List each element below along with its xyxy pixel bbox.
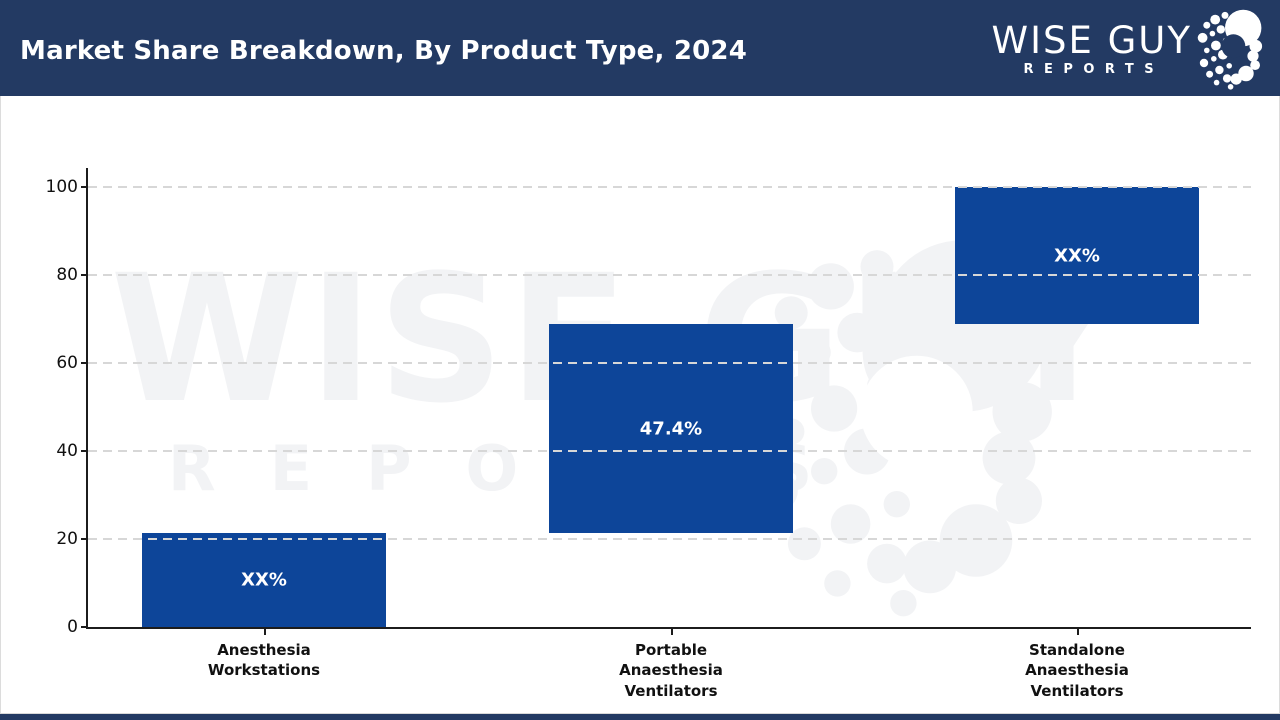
logo-head-icon bbox=[1197, 9, 1263, 90]
y-tick-label-100: 100 bbox=[45, 177, 78, 197]
x-tick-mark-1 bbox=[264, 629, 266, 635]
y-tick-mark-60 bbox=[81, 362, 88, 364]
y-tick-label-80: 80 bbox=[56, 265, 78, 285]
gridline-100 bbox=[88, 186, 1251, 188]
x-axis-line bbox=[86, 627, 1251, 629]
y-tick-mark-40 bbox=[81, 450, 88, 452]
chart-title: Market Share Breakdown, By Product Type,… bbox=[20, 36, 747, 66]
waterfall-bar-3 bbox=[955, 187, 1199, 325]
category-label-2: Portable Anaesthesia Ventilators bbox=[619, 641, 723, 700]
x-tick-mark-2 bbox=[671, 629, 673, 635]
logo-subtitle: REPORTS bbox=[1023, 61, 1165, 77]
waterfall-bar-2 bbox=[549, 324, 793, 533]
gridline-80 bbox=[88, 274, 1251, 276]
bar-value-label-1: XX% bbox=[241, 569, 287, 591]
y-tick-mark-80 bbox=[81, 274, 88, 276]
gridline-20 bbox=[88, 538, 1251, 540]
y-tick-mark-0 bbox=[81, 626, 88, 628]
y-tick-label-40: 40 bbox=[56, 441, 78, 461]
footer-bar bbox=[0, 713, 1280, 720]
y-tick-mark-20 bbox=[81, 538, 88, 540]
x-tick-mark-3 bbox=[1077, 629, 1079, 635]
bar-value-label-3: XX% bbox=[1054, 245, 1100, 267]
y-axis-line bbox=[86, 168, 88, 629]
gridline-60 bbox=[88, 362, 1251, 364]
y-tick-label-0: 0 bbox=[67, 617, 78, 637]
waterfall-bar-1 bbox=[142, 532, 386, 627]
bar-value-label-2: 47.4% bbox=[639, 418, 703, 440]
header-bar: Market Share Breakdown, By Product Type,… bbox=[0, 0, 1280, 96]
y-tick-mark-100 bbox=[81, 186, 88, 188]
gridline-40 bbox=[88, 450, 1251, 452]
logo-text: WISE GUY REPORTS bbox=[992, 22, 1192, 77]
y-tick-label-20: 20 bbox=[56, 529, 78, 549]
logo-wordmark: WISE GUY bbox=[991, 18, 1192, 62]
wise-guy-reports-logo: WISE GUY REPORTS bbox=[992, 6, 1268, 92]
y-tick-label-60: 60 bbox=[56, 353, 78, 373]
category-label-3: Standalone Anaesthesia Ventilators bbox=[1025, 641, 1129, 700]
category-label-1: Anesthesia Workstations bbox=[207, 641, 321, 680]
